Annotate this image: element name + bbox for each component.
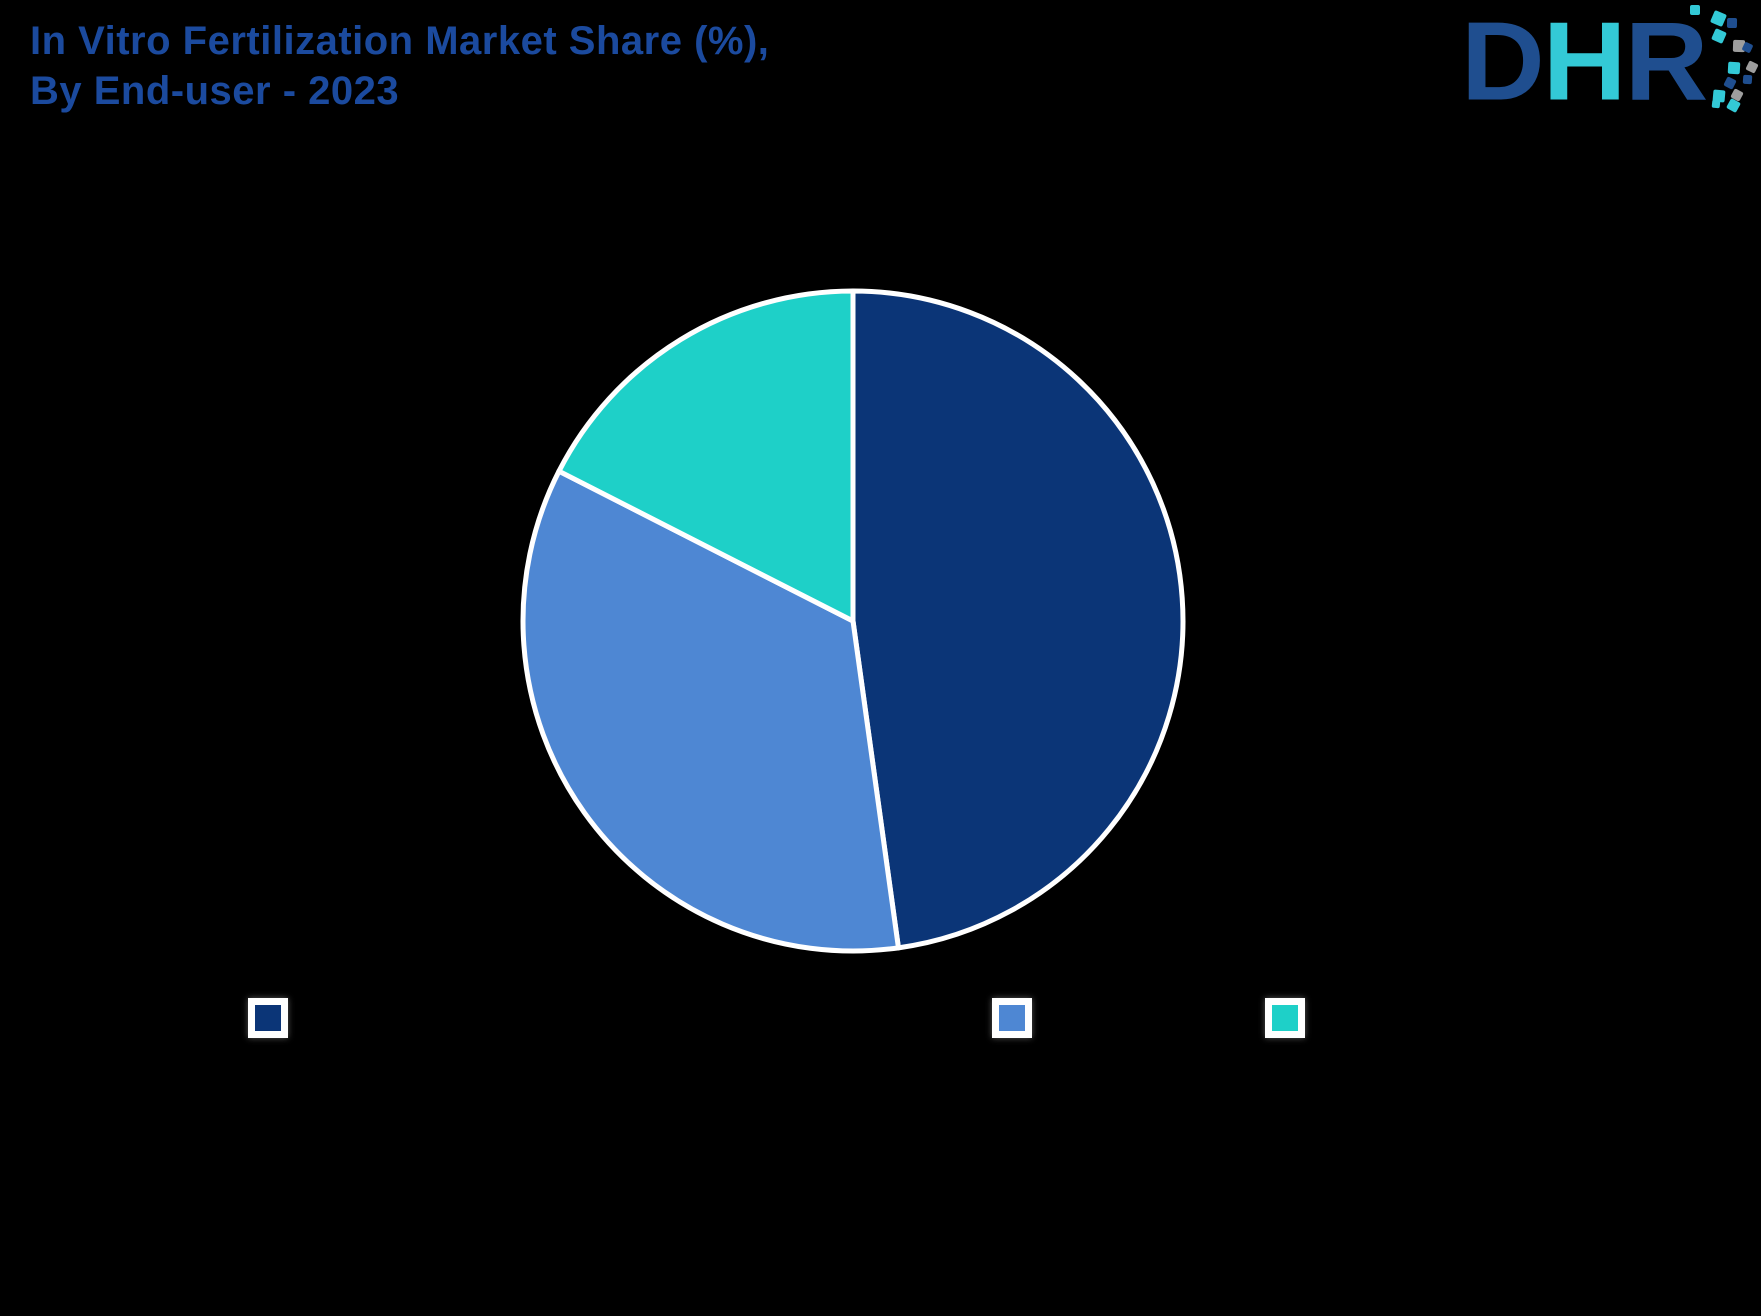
legend-item-1 [992,998,1044,1038]
legend-swatch-color-1 [999,1005,1025,1031]
dhr-logo: DHR [1455,0,1761,145]
pie-chart [520,288,1186,954]
pie-slice-2 [556,288,856,624]
logo-letter-D: D [1461,0,1545,124]
logo-burst-dot [1742,74,1753,85]
legend-swatch-color-2 [1272,1005,1298,1031]
logo-letter-H: H [1542,0,1627,124]
logo-burst-dot [1711,28,1727,44]
logo-letter-R: R [1624,0,1709,124]
pie-slice-1 [520,468,901,954]
pie-slice-0 [850,288,1186,951]
legend-swatch-color-0 [255,1005,281,1031]
chart-title: In Vitro Fertilization Market Share (%),… [30,16,769,116]
logo-burst-dot [1711,99,1721,109]
legend-item-2 [1265,998,1317,1038]
dhr-logo-burst-decoration [1455,5,1761,145]
chart-title-line1: In Vitro Fertilization Market Share (%), [30,19,770,63]
legend-item-0 [248,998,300,1038]
logo-burst-dot [1726,17,1738,29]
logo-burst-dot [1709,9,1728,28]
legend-swatch-0 [248,998,288,1038]
chart-title-line2: By End-user - 2023 [30,69,400,113]
logo-burst-dot [1745,60,1759,74]
legend [0,998,1761,1044]
legend-swatch-1 [992,998,1032,1038]
dhr-logo-letters: DHR [1461,0,1709,128]
logo-burst-dot [1690,5,1700,15]
logo-burst-dot [1727,61,1741,75]
legend-swatch-2 [1265,998,1305,1038]
